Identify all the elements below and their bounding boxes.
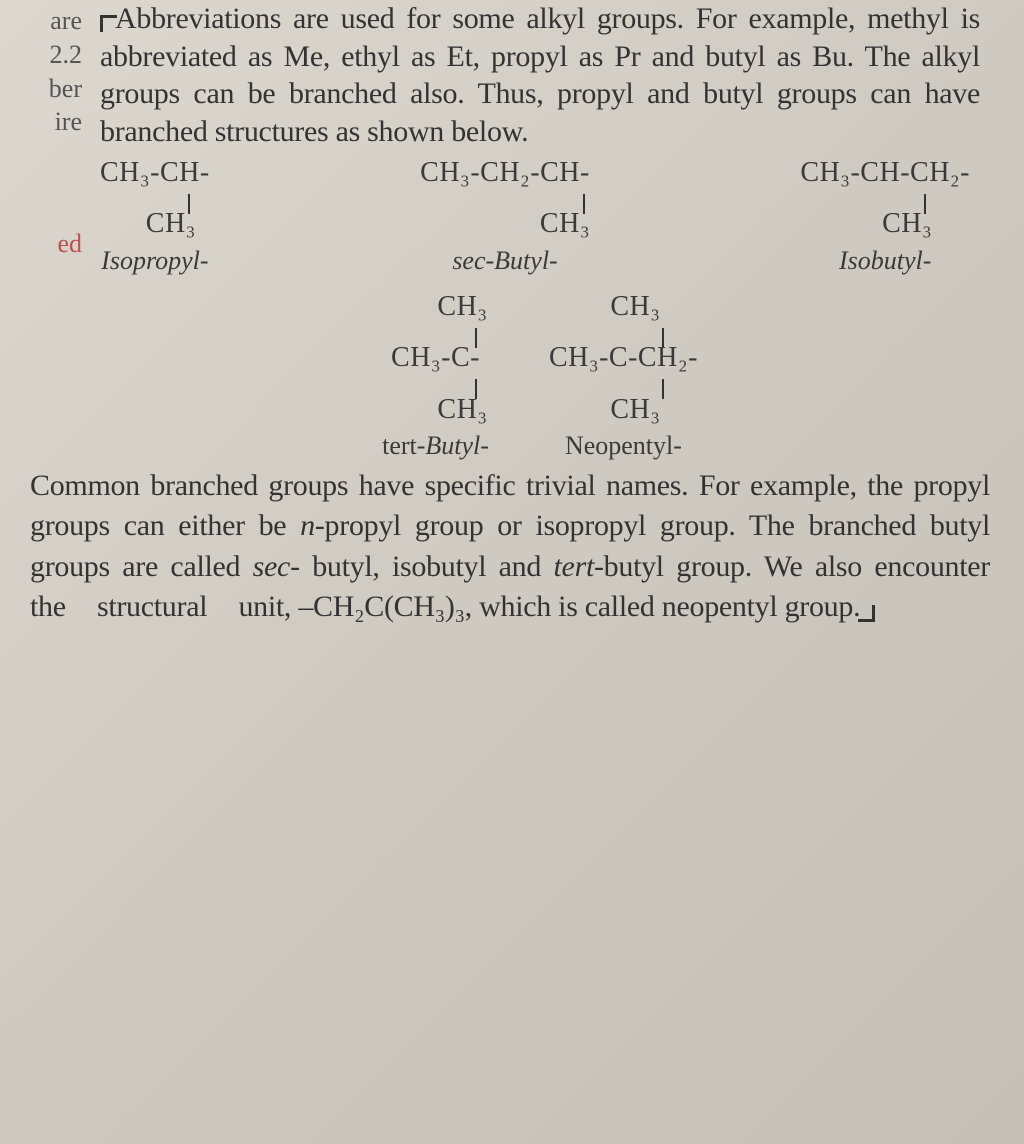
text-line: structures as shown below. xyxy=(215,115,529,148)
bracket-open-icon xyxy=(100,15,117,32)
text-line: Abbreviations are used for some alkyl xyxy=(115,2,585,35)
bond-line xyxy=(382,321,489,343)
bond-line xyxy=(420,187,590,209)
formula-line: CH₃ xyxy=(436,395,489,424)
structure-row-2: CH₃ CH₃-C- CH₃ tert-Butyl- CH₃ CH₃-C-CH₂… xyxy=(100,292,980,459)
structure-label: sec-Butyl- xyxy=(420,247,590,274)
margin-word: ire xyxy=(0,105,90,139)
structure-label: tert-Butyl- xyxy=(382,432,489,459)
text-part: butyl, isobutyl and xyxy=(312,550,553,583)
structure-label: Isopropyl- xyxy=(100,247,210,274)
text-part: -propyl group or isopropyl group. xyxy=(315,509,736,542)
text-part: - xyxy=(290,550,300,583)
left-margin-cutoff: are 2.2 ber ire ed xyxy=(0,0,90,261)
paragraph-2: Common branched groups have specific tri… xyxy=(30,466,990,628)
main-column: Abbreviations are used for some alkyl gr… xyxy=(100,0,980,628)
formula-line: CH₃-C- xyxy=(382,343,489,372)
page: are 2.2 ber ire ed Abbreviations are use… xyxy=(0,0,1024,1144)
text-part: either be xyxy=(178,509,300,542)
formula-line: CH₃ xyxy=(844,209,970,238)
text-italic: n xyxy=(300,509,315,542)
bond-line xyxy=(549,321,698,343)
formula-line: CH₃ xyxy=(132,209,210,238)
structure-label: Neopentyl- xyxy=(549,432,698,459)
bracket-close-icon xyxy=(858,605,875,622)
text-line: Common branched groups have specific tri… xyxy=(30,469,596,502)
formula-line: CH₃ xyxy=(573,395,698,424)
isobutyl-structure: CH₃-CH-CH₂- CH₃ Isobutyl- xyxy=(800,158,970,274)
text-line: –CH₂C(CH₃)₃, which is called neopentyl g… xyxy=(298,590,860,623)
structure-row-1: CH₃-CH- CH₃ Isopropyl- CH₃-CH₂-CH- CH₃ s… xyxy=(100,158,980,274)
paragraph-1: Abbreviations are used for some alkyl gr… xyxy=(100,0,980,150)
isopropyl-structure: CH₃-CH- CH₃ Isopropyl- xyxy=(100,158,210,274)
text-part: -butyl group. We also xyxy=(594,550,862,583)
text-italic: tert xyxy=(554,550,594,583)
bond-line xyxy=(100,187,210,209)
margin-word: 2.2 xyxy=(0,38,90,72)
bond-line xyxy=(382,373,489,395)
formula-line: CH₃ xyxy=(436,292,489,321)
formula-line: CH₃ xyxy=(573,292,698,321)
text-italic: sec xyxy=(253,550,290,583)
formula-line: CH₃-CH₂-CH- xyxy=(420,158,590,187)
formula-line: CH₃-CH- xyxy=(100,158,210,187)
tertbutyl-structure: CH₃ CH₃-C- CH₃ tert-Butyl- xyxy=(382,292,489,459)
text-line: Me, ethyl as Et, propyl as Pr and butyl … xyxy=(283,40,853,73)
margin-word: ber xyxy=(0,72,90,106)
bond-line xyxy=(549,373,698,395)
formula-line: CH₃-C-CH₂- xyxy=(549,343,698,372)
margin-word-red: ed xyxy=(0,227,90,261)
margin-word: are xyxy=(0,4,90,38)
neopentyl-structure: CH₃ CH₃-C-CH₂- CH₃ Neopentyl- xyxy=(549,292,698,459)
chemical-structures: CH₃-CH- CH₃ Isopropyl- CH₃-CH₂-CH- CH₃ s… xyxy=(100,158,980,460)
bond-line xyxy=(800,187,970,209)
secbutyl-structure: CH₃-CH₂-CH- CH₃ sec-Butyl- xyxy=(420,158,590,274)
structure-label: Isobutyl- xyxy=(800,247,970,274)
formula-line: CH₃-CH-CH₂- xyxy=(800,158,970,187)
